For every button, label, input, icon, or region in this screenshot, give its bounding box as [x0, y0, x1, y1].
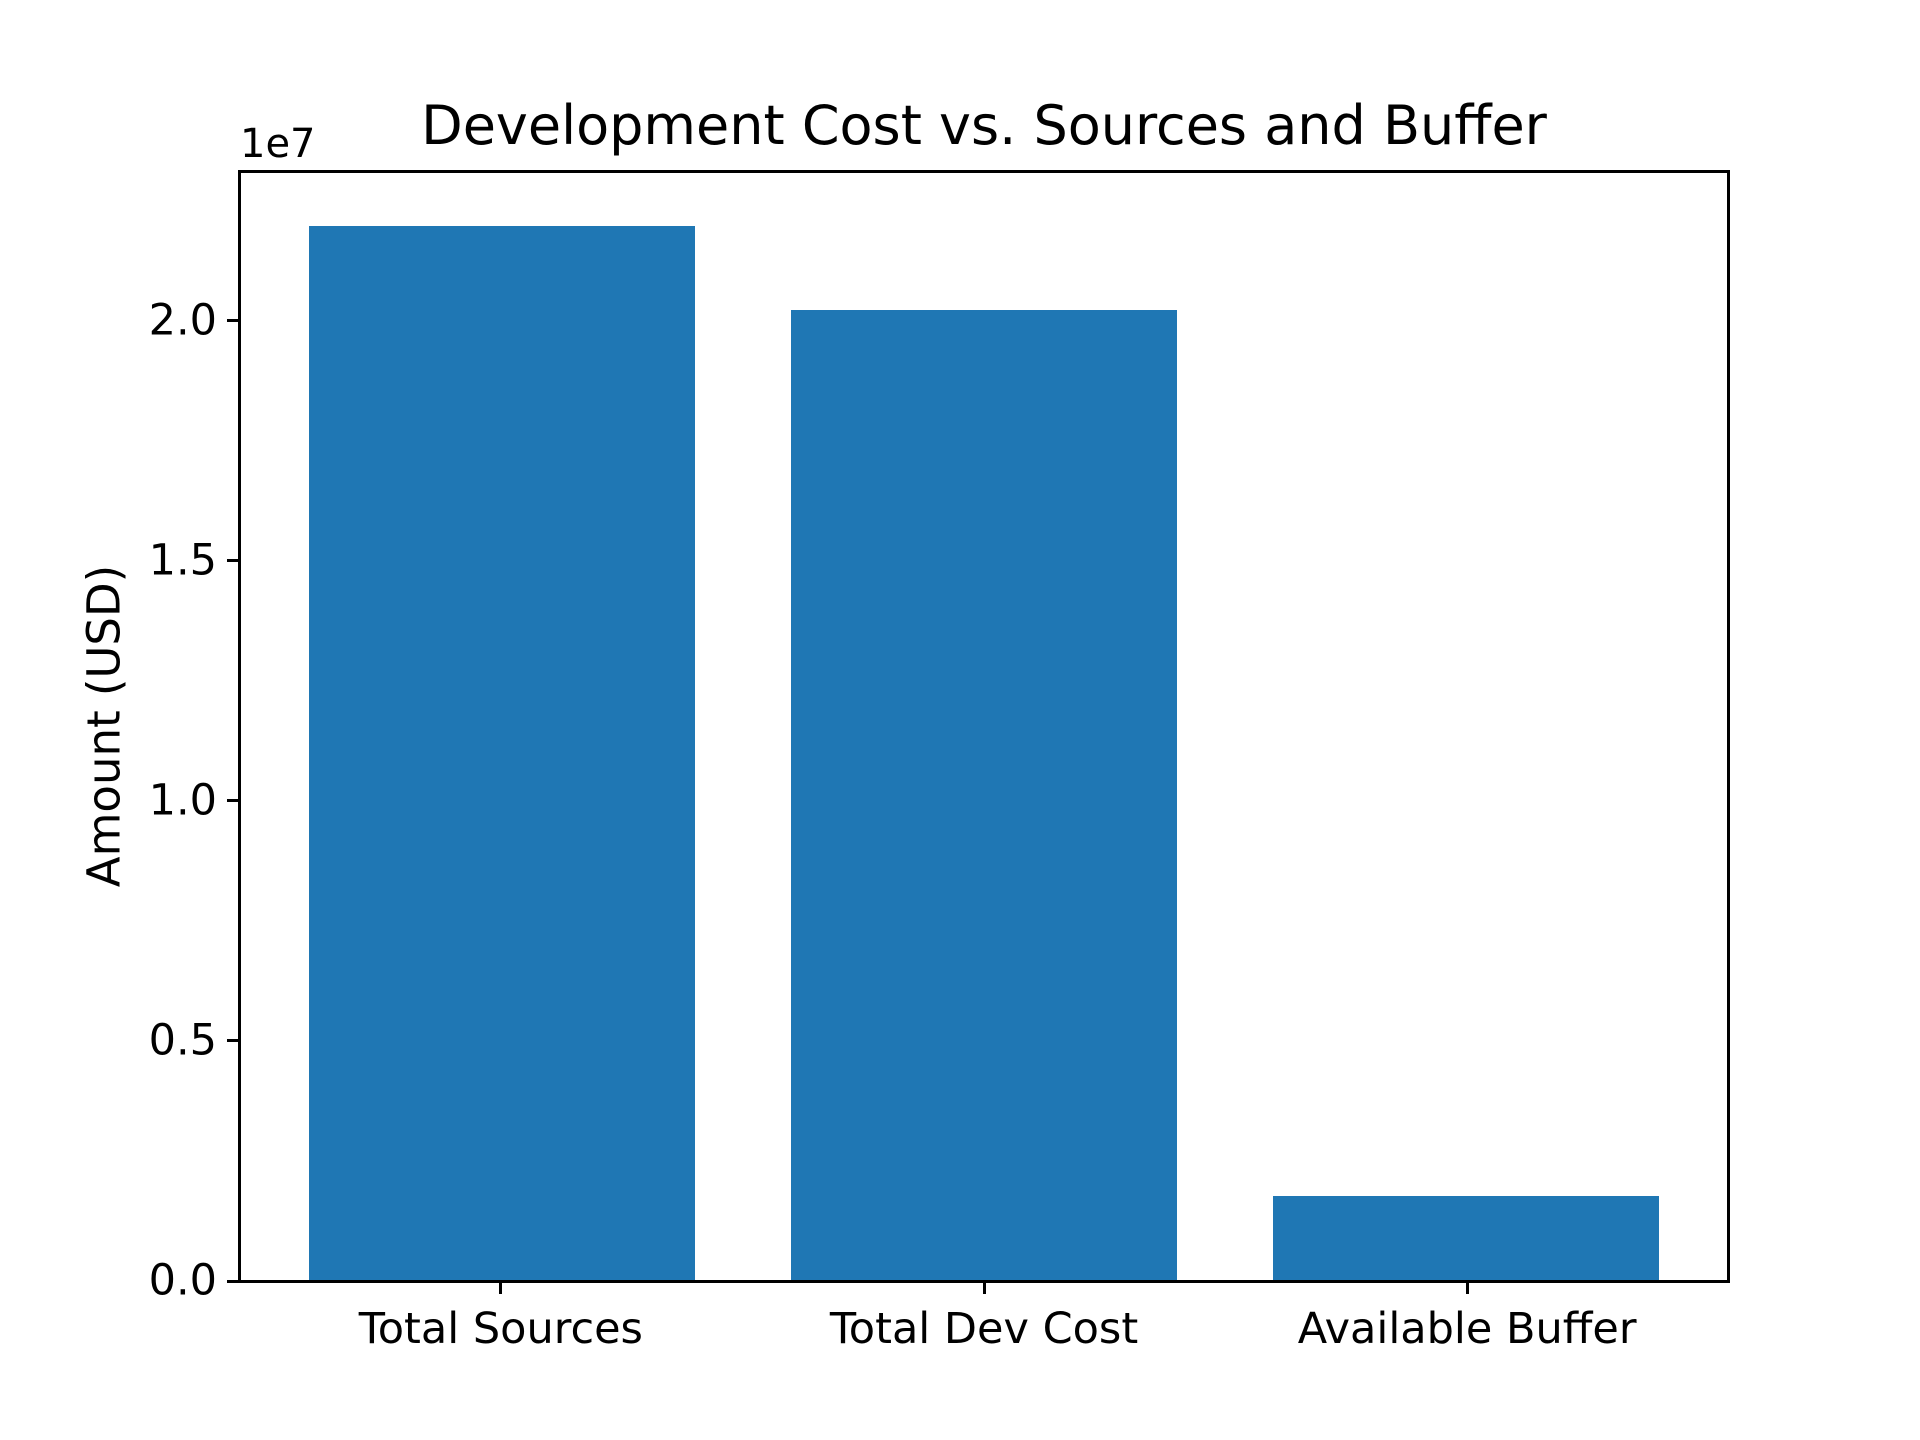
y-tick-mark-0.0 [227, 1279, 240, 1283]
y-tick-label-0.0: 0.0 [148, 1255, 217, 1306]
bar-total-dev-cost [791, 309, 1177, 1280]
x-tick-mark-available-buffer [1465, 1281, 1469, 1294]
bar-total-sources [308, 225, 695, 1280]
y-tick-mark-1.5 [227, 559, 240, 563]
y-tick-mark-0.5 [227, 1039, 240, 1043]
plot-area [238, 170, 1730, 1283]
y-axis-offset-label: 1e7 [240, 121, 316, 167]
y-tick-mark-1.0 [227, 799, 240, 803]
x-tick-label-total-dev-cost: Total Dev Cost [829, 1304, 1139, 1354]
y-tick-mark-2.0 [227, 319, 240, 323]
x-tick-label-available-buffer: Available Buffer [1297, 1304, 1637, 1354]
x-tick-label-total-sources: Total Sources [358, 1304, 643, 1354]
y-tick-label-0.5: 0.5 [148, 1015, 217, 1066]
bar-available-buffer [1273, 1196, 1660, 1280]
y-tick-label-1.0: 1.0 [148, 775, 217, 826]
chart-title: Development Cost vs. Sources and Buffer [421, 94, 1547, 157]
y-tick-label-1.5: 1.5 [148, 535, 217, 586]
x-tick-mark-total-dev-cost [982, 1281, 986, 1294]
y-axis-label: Amount (USD) [77, 564, 131, 888]
y-tick-label-2.0: 2.0 [148, 295, 217, 346]
x-tick-mark-total-sources [499, 1281, 503, 1294]
